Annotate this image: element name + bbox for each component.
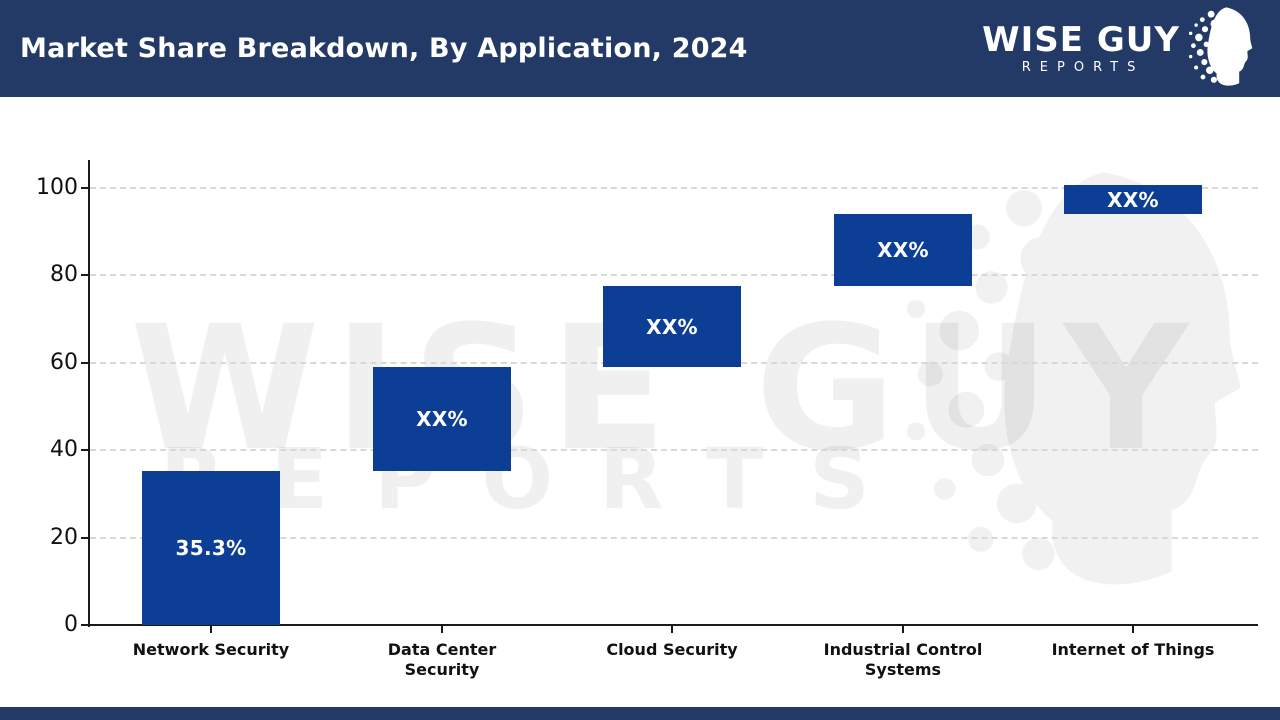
logo-head-icon bbox=[1182, 6, 1254, 92]
y-tick-label: 100 bbox=[36, 175, 78, 200]
y-tick-mark bbox=[81, 362, 88, 364]
y-tick-mark bbox=[81, 537, 88, 539]
y-tick-mark bbox=[81, 187, 88, 189]
wiseguy-logo: WISE GUY REPORTS bbox=[982, 6, 1254, 92]
chart-title: Market Share Breakdown, By Application, … bbox=[20, 33, 748, 64]
bar-value-label: XX% bbox=[877, 238, 929, 262]
x-tick-mark bbox=[1132, 626, 1134, 633]
y-tick-label: 20 bbox=[50, 525, 78, 550]
x-category-label: Internet of Things bbox=[1051, 640, 1215, 659]
logo-subtitle: REPORTS bbox=[1021, 60, 1145, 75]
bar: XX% bbox=[834, 214, 972, 286]
bar-value-label: 35.3% bbox=[175, 536, 247, 560]
bar-value-label: XX% bbox=[1107, 187, 1159, 212]
y-tick-label: 40 bbox=[50, 437, 78, 462]
bar: XX% bbox=[603, 286, 741, 367]
gridline bbox=[90, 537, 1258, 539]
logo-wordmark: WISE GUY bbox=[982, 20, 1180, 60]
x-tick-mark bbox=[210, 626, 212, 633]
bar-value-label: XX% bbox=[416, 407, 468, 431]
x-category-label: Network Security bbox=[132, 640, 290, 659]
y-tick-mark bbox=[81, 449, 88, 451]
y-tick-label: 80 bbox=[50, 262, 78, 287]
y-axis-line bbox=[88, 160, 90, 627]
x-category-label: Industrial Control Systems bbox=[823, 640, 983, 680]
x-tick-mark bbox=[441, 626, 443, 633]
gridline bbox=[90, 274, 1258, 276]
gridline bbox=[90, 187, 1258, 189]
y-tick-mark bbox=[81, 274, 88, 276]
x-tick-mark bbox=[671, 626, 673, 633]
x-tick-mark bbox=[902, 626, 904, 633]
y-tick-label: 60 bbox=[50, 350, 78, 375]
bar: XX% bbox=[1064, 185, 1202, 214]
bar: XX% bbox=[373, 367, 511, 471]
y-tick-label: 0 bbox=[64, 612, 78, 637]
x-category-label: Data Center Security bbox=[387, 640, 497, 680]
x-axis-line bbox=[88, 624, 1258, 626]
y-tick-mark bbox=[81, 624, 88, 626]
bar: 35.3% bbox=[142, 471, 280, 625]
bar-value-label: XX% bbox=[646, 314, 698, 339]
header: Market Share Breakdown, By Application, … bbox=[0, 0, 1280, 97]
x-category-label: Cloud Security bbox=[606, 640, 738, 659]
gridline bbox=[90, 449, 1258, 451]
footer-bar bbox=[0, 707, 1280, 720]
